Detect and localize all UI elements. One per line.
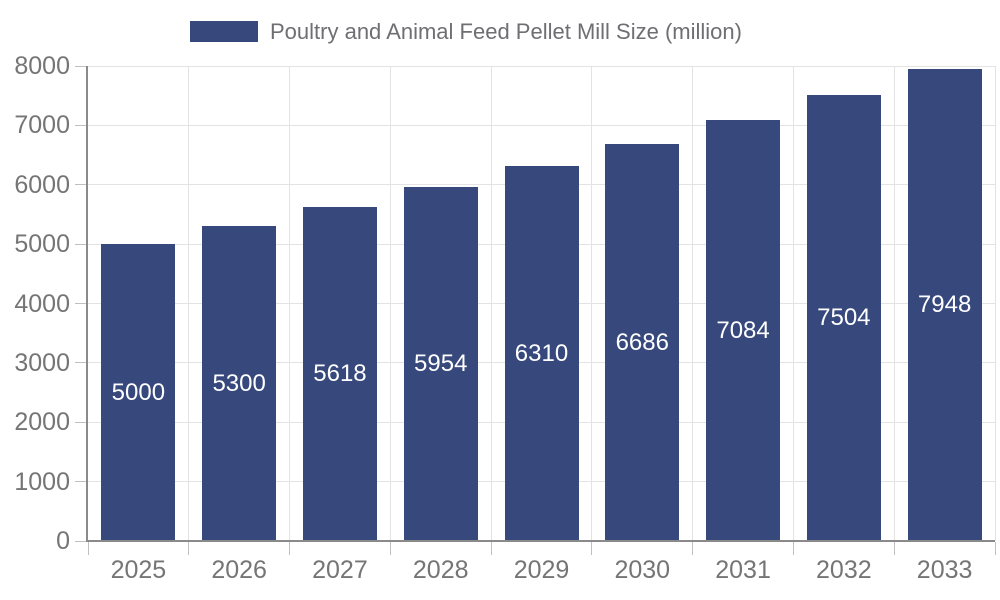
x-tick (289, 542, 291, 555)
x-tick-label: 2027 (312, 556, 368, 584)
bar[interactable] (202, 226, 277, 541)
gridline-vertical (490, 66, 492, 541)
gridline-vertical (389, 66, 391, 541)
y-tick (75, 124, 86, 126)
y-tick (75, 421, 86, 423)
gridline-horizontal (88, 124, 995, 126)
bar-value-label: 7948 (917, 291, 972, 319)
y-tick-label: 6000 (14, 170, 70, 199)
x-tick (591, 542, 593, 555)
gridline-vertical (188, 66, 190, 541)
x-tick (490, 542, 492, 555)
bar[interactable] (101, 244, 176, 541)
bar-value-label: 5300 (212, 369, 266, 397)
gridline-horizontal (88, 65, 995, 67)
bar-value-label: 6310 (514, 339, 569, 367)
x-tick-label: 2033 (916, 556, 973, 584)
y-tick (75, 65, 86, 67)
y-axis-line (86, 66, 88, 542)
bar-value-label: 7084 (716, 316, 770, 344)
y-tick (75, 184, 86, 186)
y-tick-label: 0 (56, 527, 70, 555)
y-tick-label: 4000 (14, 289, 70, 318)
legend-label: Poultry and Animal Feed Pellet Mill Size… (270, 19, 742, 44)
gridline-vertical (893, 66, 895, 541)
y-tick-label: 5000 (14, 230, 70, 259)
bar-value-label: 7504 (817, 304, 871, 332)
x-tick (994, 542, 996, 555)
gridline-vertical (692, 66, 694, 541)
bar[interactable] (605, 144, 680, 541)
x-tick (87, 542, 89, 555)
y-tick (75, 362, 86, 364)
y-tick (75, 243, 86, 245)
x-tick-label: 2029 (513, 556, 570, 584)
y-tick-label: 2000 (14, 408, 70, 437)
x-tick-label: 2025 (110, 556, 167, 584)
x-tick-label: 2030 (614, 556, 671, 584)
y-tick (75, 481, 86, 483)
gridline-vertical (591, 66, 593, 541)
legend-swatch (190, 21, 258, 42)
bar[interactable] (806, 95, 881, 541)
bar-value-label: 5000 (111, 378, 166, 406)
y-tick (75, 303, 86, 304)
bar[interactable] (302, 207, 377, 541)
x-tick (188, 542, 190, 555)
y-tick (75, 540, 86, 542)
bar[interactable] (706, 120, 781, 541)
x-tick (692, 542, 694, 555)
x-tick-label: 2032 (816, 556, 872, 584)
bar[interactable] (907, 69, 982, 541)
bar-value-label: 6686 (615, 328, 669, 356)
x-tick (792, 542, 794, 555)
bar-value-label: 5618 (313, 360, 367, 388)
bar[interactable] (504, 166, 579, 541)
x-tick (389, 542, 391, 555)
y-tick-label: 7000 (14, 111, 70, 140)
legend[interactable]: Poultry and Animal Feed Pellet Mill Size… (0, 18, 1000, 46)
gridline-vertical (792, 66, 794, 541)
x-tick-label: 2026 (211, 556, 267, 584)
bar[interactable] (403, 187, 478, 541)
y-tick-label: 1000 (14, 467, 70, 496)
y-tick-label: 3000 (14, 348, 70, 377)
x-axis-line (86, 540, 995, 542)
x-tick-label: 2031 (715, 556, 771, 584)
x-tick (893, 542, 895, 555)
x-tick-label: 2028 (412, 556, 469, 584)
gridline-vertical (994, 66, 996, 541)
gridline-vertical (289, 66, 291, 541)
bar-value-label: 5954 (414, 350, 468, 378)
y-tick-label: 8000 (14, 52, 70, 80)
